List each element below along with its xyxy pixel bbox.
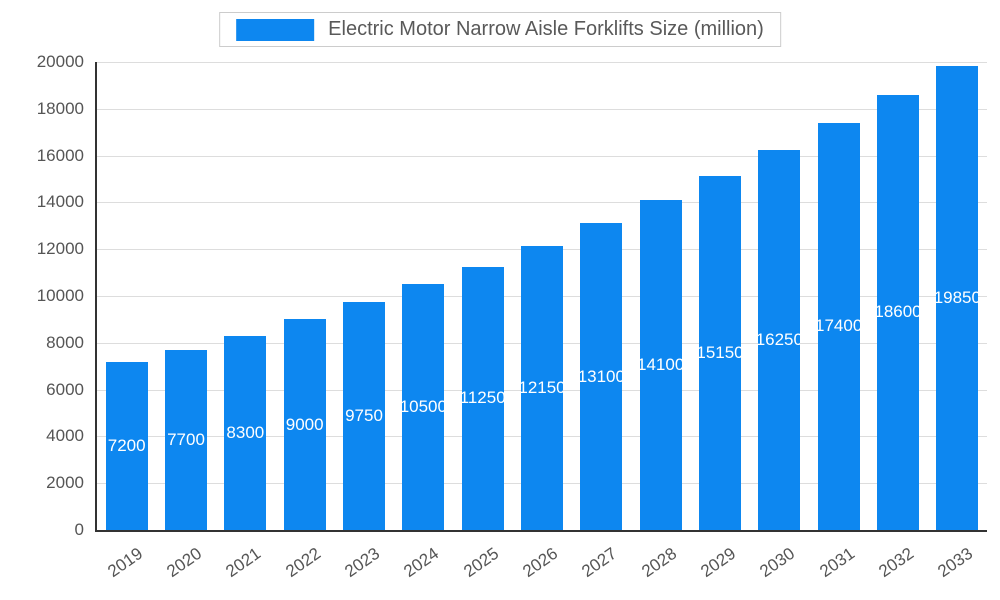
bar-2027: 13100 xyxy=(580,223,623,530)
x-axis-label-2022: 2022 xyxy=(281,543,324,582)
gridline xyxy=(97,155,987,157)
y-tick-label: 20000 xyxy=(36,52,84,71)
gridline xyxy=(97,62,987,63)
y-tick-label: 10000 xyxy=(36,286,84,305)
bar-value-label: 18600 xyxy=(877,302,919,322)
x-axis-label-2033: 2033 xyxy=(934,543,977,582)
bar-2025: 11250 xyxy=(461,266,504,530)
y-tick-label: 18000 xyxy=(36,98,84,118)
bar-2019: 7200 xyxy=(105,361,148,530)
bar-value-label: 9000 xyxy=(285,414,324,434)
bar-2021: 8300 xyxy=(224,335,267,530)
plot-area: 7200 7700 8300 9000 9750 10500 11250 12150 13100… xyxy=(95,62,987,532)
bar-value-label: 17400 xyxy=(817,316,860,336)
y-tick-label: 14000 xyxy=(36,192,84,212)
bar-2023: 9750 xyxy=(343,301,385,530)
x-axis-label-2019: 2019 xyxy=(103,543,146,582)
bar-2030: 16250 xyxy=(758,149,801,530)
gridline xyxy=(97,202,987,204)
bar-2028: 14100 xyxy=(639,200,682,530)
y-tick-label: 12000 xyxy=(36,239,84,259)
bar-value-label: 7700 xyxy=(167,429,205,449)
x-axis-label-2031: 2031 xyxy=(815,543,858,582)
x-axis-label-2024: 2024 xyxy=(400,543,443,582)
bar-value-label: 10500 xyxy=(402,397,445,417)
x-axis-label-2032: 2032 xyxy=(875,543,918,582)
bar-value-label: 11250 xyxy=(461,388,504,408)
bar-value-label: 14100 xyxy=(639,355,682,375)
bar-2032: 18600 xyxy=(877,94,919,530)
y-tick-label: 0 xyxy=(74,520,84,539)
bar-2022: 9000 xyxy=(283,319,326,530)
x-axis-label-2020: 2020 xyxy=(163,543,206,582)
bar-value-label: 8300 xyxy=(226,422,265,442)
y-tick-label: 4000 xyxy=(46,426,84,446)
x-axis-label-2026: 2026 xyxy=(519,543,562,582)
bar-value-label: 9750 xyxy=(345,405,383,425)
y-tick-label: 8000 xyxy=(46,332,84,352)
y-tick-label: 2000 xyxy=(46,473,84,493)
bar-value-label: 15150 xyxy=(699,342,741,362)
gridline xyxy=(97,108,987,110)
x-axis-label-2025: 2025 xyxy=(459,543,502,582)
bar-2029: 15150 xyxy=(699,175,741,530)
x-axis-label-2021: 2021 xyxy=(222,543,265,582)
bar-2026: 12150 xyxy=(521,245,563,530)
bar-2020: 7700 xyxy=(165,349,207,530)
legend: Electric Motor Narrow Aisle Forklifts Si… xyxy=(219,12,781,47)
x-axis-label-2023: 2023 xyxy=(341,543,384,582)
bar-value-label: 12150 xyxy=(521,377,563,397)
bar-value-label: 13100 xyxy=(580,366,623,386)
y-tick-label: 16000 xyxy=(36,145,84,165)
bar-value-label: 7200 xyxy=(107,435,146,455)
bar-2033: 19850 xyxy=(936,65,979,530)
y-tick-label: 6000 xyxy=(46,379,84,399)
x-axis-label-2028: 2028 xyxy=(637,543,680,582)
x-axis-label-2027: 2027 xyxy=(578,543,621,582)
bar-value-label: 16250 xyxy=(758,329,801,349)
chart-title: Electric Motor Narrow Aisle Forklifts Si… xyxy=(328,18,764,40)
bar-value-label: 19850 xyxy=(936,287,979,307)
bar-2031: 17400 xyxy=(817,122,860,530)
x-axis-label-2029: 2029 xyxy=(697,543,740,582)
bar-2024: 10500 xyxy=(402,284,445,530)
legend-swatch xyxy=(236,18,315,41)
x-axis-label-2030: 2030 xyxy=(756,543,799,582)
